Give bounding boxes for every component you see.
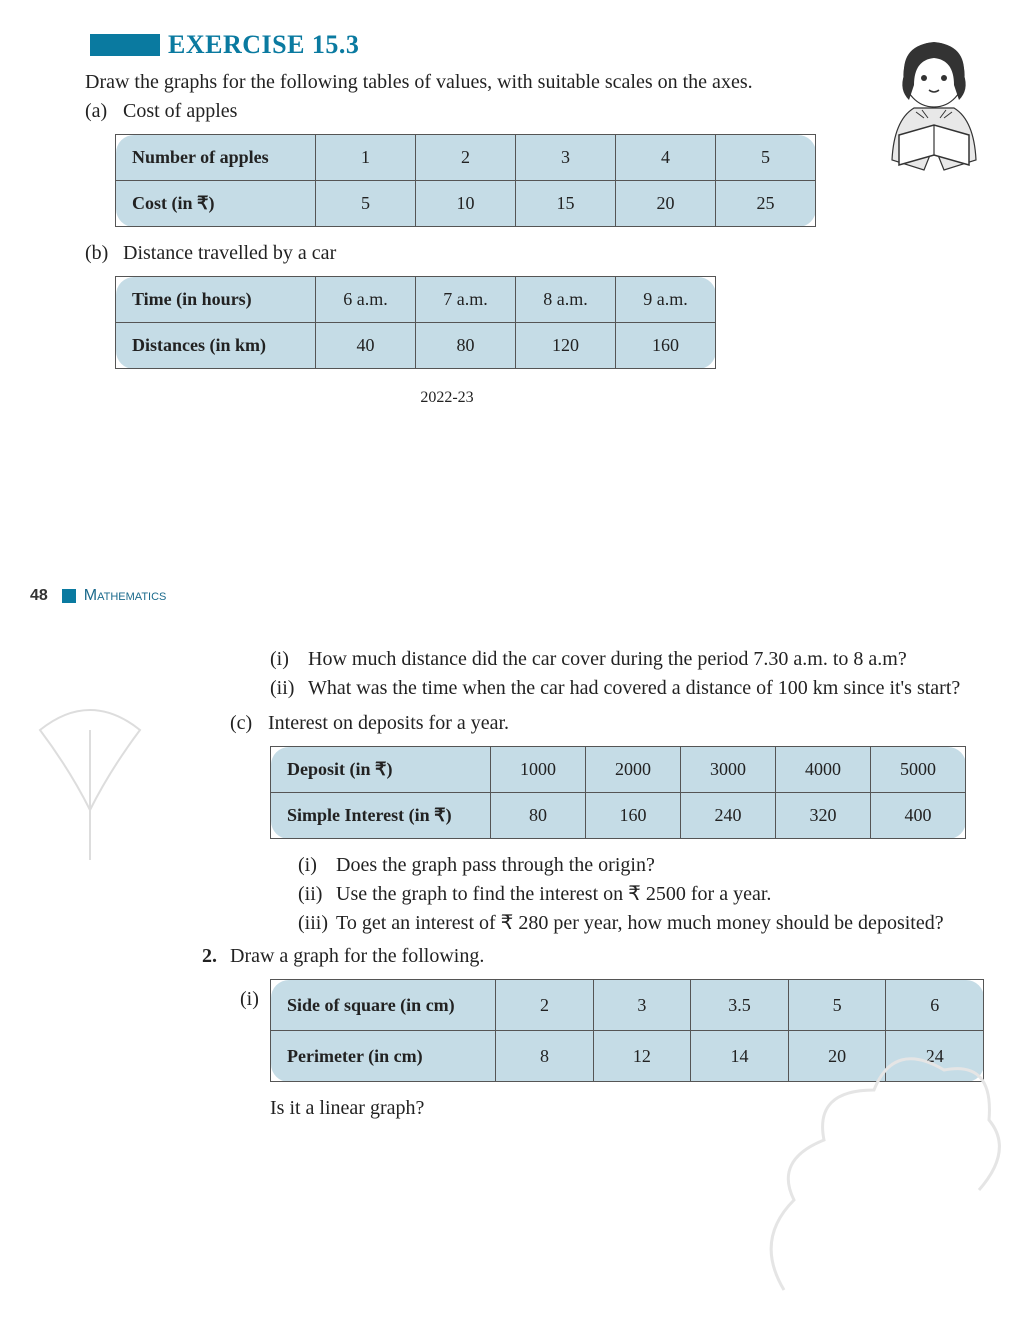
apples-r0-c2: 3 — [516, 135, 616, 181]
sq-r0-c1: 3 — [593, 980, 691, 1031]
q2-i-label: (i) — [240, 971, 270, 1014]
apples-r0-head: Number of apples — [116, 135, 316, 181]
q1b-title: Distance travelled by a car — [123, 239, 336, 268]
car-r1-head: Distances (in km) — [116, 323, 316, 369]
int-r1-c2: 240 — [681, 793, 776, 839]
car-r0-c2: 8 a.m. — [516, 277, 616, 323]
int-r0-head: Deposit (in ₹) — [271, 747, 491, 793]
q2-label: 2. — [202, 942, 230, 971]
int-r1-c1: 160 — [586, 793, 681, 839]
sq-r1-head: Perimeter (in cm) — [271, 1031, 496, 1082]
c-iii-label: (iii) — [298, 909, 336, 938]
apples-r0-c4: 5 — [716, 135, 816, 181]
int-r0-c2: 3000 — [681, 747, 776, 793]
sq-r1-c2: 14 — [691, 1031, 789, 1082]
c-i-text: Does the graph pass through the origin? — [336, 851, 655, 880]
q1-prompt: Draw the graphs for the following tables… — [85, 68, 984, 97]
q2-text: Draw a graph for the following. — [230, 942, 484, 971]
b-ii-text: What was the time when the car had cover… — [308, 674, 960, 703]
apples-r1-head: Cost (in ₹) — [116, 181, 316, 227]
exercise-title: EXERCISE 15.3 — [168, 30, 359, 60]
car-r0-c3: 9 a.m. — [616, 277, 716, 323]
int-r1-c4: 400 — [871, 793, 966, 839]
apples-r1-c1: 10 — [416, 181, 516, 227]
subject-label: Mathematics — [84, 587, 167, 605]
b-i-label: (i) — [270, 645, 308, 674]
reader-illustration — [874, 30, 994, 185]
b-ii-label: (ii) — [270, 674, 308, 703]
c-ii-label: (ii) — [298, 880, 336, 909]
sq-r0-head: Side of square (in cm) — [271, 980, 496, 1031]
sq-r1-c3: 20 — [788, 1031, 886, 1082]
apples-r1-c0: 5 — [316, 181, 416, 227]
int-r1-c0: 80 — [491, 793, 586, 839]
apples-r0-c3: 4 — [616, 135, 716, 181]
car-r0-c0: 6 a.m. — [316, 277, 416, 323]
sq-r1-c1: 12 — [593, 1031, 691, 1082]
int-r0-c3: 4000 — [776, 747, 871, 793]
q1a-title: Cost of apples — [123, 97, 237, 126]
car-r1-c1: 80 — [416, 323, 516, 369]
c-ii-text: Use the graph to find the interest on ₹ … — [336, 880, 771, 909]
apples-r1-c2: 15 — [516, 181, 616, 227]
int-r1-c3: 320 — [776, 793, 871, 839]
header-square-icon — [62, 589, 76, 603]
table-interest: Deposit (in ₹) 1000 2000 3000 4000 5000 … — [270, 746, 966, 839]
year-mark: 2022-23 — [0, 389, 984, 407]
sq-r0-c2: 3.5 — [691, 980, 789, 1031]
int-r0-c0: 1000 — [491, 747, 586, 793]
q2-trail: Is it a linear graph? — [270, 1094, 984, 1123]
int-r1-head: Simple Interest (in ₹) — [271, 793, 491, 839]
c-i-label: (i) — [298, 851, 336, 880]
apples-r0-c1: 2 — [416, 135, 516, 181]
b-i-text: How much distance did the car cover duri… — [308, 645, 907, 674]
page-header: 48 Mathematics — [30, 587, 984, 605]
int-r0-c1: 2000 — [586, 747, 681, 793]
car-r0-head: Time (in hours) — [116, 277, 316, 323]
sq-r0-c0: 2 — [496, 980, 593, 1031]
c-iii-text: To get an interest of ₹ 280 per year, ho… — [336, 909, 944, 938]
int-r0-c4: 5000 — [871, 747, 966, 793]
sq-r0-c4: 6 — [886, 980, 984, 1031]
q1a-label: (a) — [85, 97, 123, 126]
title-accent-bar — [90, 34, 160, 56]
car-r1-c2: 120 — [516, 323, 616, 369]
car-r0-c1: 7 a.m. — [416, 277, 516, 323]
q1c-title: Interest on deposits for a year. — [268, 709, 509, 738]
page-number: 48 — [30, 587, 48, 605]
watermark-left — [30, 690, 150, 890]
q1b-label: (b) — [85, 239, 123, 268]
table-car: Time (in hours) 6 a.m. 7 a.m. 8 a.m. 9 a… — [115, 276, 716, 369]
sq-r1-c0: 8 — [496, 1031, 593, 1082]
table-apples: Number of apples 1 2 3 4 5 Cost (in ₹) 5… — [115, 134, 816, 227]
sq-r0-c3: 5 — [788, 980, 886, 1031]
car-r1-c0: 40 — [316, 323, 416, 369]
apples-r0-c0: 1 — [316, 135, 416, 181]
sq-r1-c4: 24 — [886, 1031, 984, 1082]
apples-r1-c3: 20 — [616, 181, 716, 227]
car-r1-c3: 160 — [616, 323, 716, 369]
table-square: Side of square (in cm) 2 3 3.5 5 6 Perim… — [270, 979, 984, 1082]
apples-r1-c4: 25 — [716, 181, 816, 227]
q1c-label: (c) — [230, 709, 268, 738]
